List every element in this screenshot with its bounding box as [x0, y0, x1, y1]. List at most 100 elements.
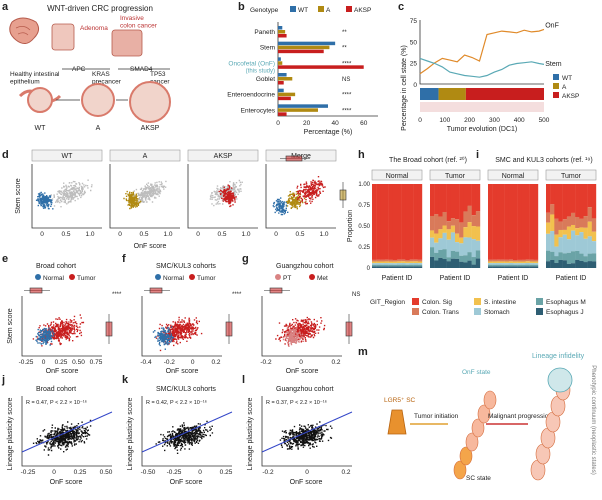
facet-axes	[109, 164, 180, 229]
x-axis-label: OnF score	[50, 479, 83, 486]
stacked-bar-segment	[525, 266, 530, 268]
stacked-bar-segment	[500, 266, 505, 268]
stacked-bar-segment	[455, 242, 460, 252]
stacked-bar-segment	[475, 250, 481, 259]
x-tick-label: 0.25	[55, 359, 68, 366]
bar	[278, 41, 336, 46]
legend-label: Normal	[163, 275, 185, 282]
stacked-bar-segment	[521, 184, 526, 260]
scatter-merge-a	[286, 191, 307, 210]
facet-header	[31, 149, 103, 162]
x-tick-label: 0.5	[295, 231, 304, 238]
stacked-bar-segment	[529, 259, 535, 262]
significance-mark: ****	[342, 93, 352, 99]
stacked-bar-segment	[442, 211, 447, 226]
stacked-bar-segment	[550, 214, 555, 232]
stacked-bar-segment	[388, 266, 394, 268]
invasive-label: colon cancer	[120, 23, 158, 30]
stacked-bar-segment	[554, 246, 559, 257]
stacked-bar-segment	[380, 263, 385, 265]
x-axis-label: OnF score	[46, 368, 79, 375]
stacked-bar-segment	[401, 259, 406, 262]
bar-category-label: Stem	[260, 45, 275, 52]
x-axis-label: OnF score	[286, 368, 319, 375]
scatter-normal	[35, 327, 55, 346]
stacked-panel-title: SMC and KUL3 cohorts (ref. ¹⁹)	[495, 157, 593, 164]
panel-letter-h: h	[358, 149, 365, 161]
x-tick-label: 400	[514, 117, 525, 124]
stacked-bar-segment	[521, 261, 526, 264]
facet-header	[429, 169, 481, 181]
bar	[278, 73, 287, 77]
stacked-bar-segment	[587, 207, 593, 222]
stacked-bar-segment	[475, 184, 481, 212]
stacked-bar-segment	[450, 225, 456, 233]
stacked-bar-segment	[504, 184, 510, 260]
stacked-bar-segment	[471, 264, 477, 268]
x-tick-label: -0.25	[19, 359, 34, 366]
x-tick-label: 0	[305, 469, 309, 476]
stacked-bar-segment	[417, 263, 423, 265]
y-axis-label: Percentage in cell state (%)	[401, 45, 408, 131]
x-tick-label: 20	[303, 120, 311, 127]
lgr5-cell-icon	[387, 409, 407, 435]
stacked-bar-segment	[566, 252, 572, 264]
scatter-genotype-points	[218, 184, 237, 208]
stacked-bar-segment	[579, 227, 584, 233]
stacked-bar-segment	[504, 263, 510, 265]
x-tick-label: 0.25	[220, 469, 233, 476]
stacked-bar-segment	[583, 227, 588, 239]
panel-c-axes	[419, 20, 544, 85]
stacked-bar-segment	[384, 266, 389, 268]
stacked-bar-segment	[529, 266, 535, 268]
stacked-bar-segment	[372, 263, 377, 265]
stacked-bar-segment	[434, 260, 439, 268]
bar	[278, 92, 296, 97]
stacked-bar-segment	[587, 221, 593, 237]
scatter-background-points	[131, 180, 167, 206]
stacked-bar-segment	[546, 222, 551, 234]
stacked-bar-segment	[409, 184, 414, 260]
cell-stack-icon	[471, 418, 485, 438]
stacked-bar-segment	[459, 237, 464, 244]
stacked-bar-segment	[562, 219, 568, 230]
stacked-bar-segment	[591, 231, 597, 242]
panel-letter-i: i	[476, 149, 479, 161]
bar	[278, 30, 286, 34]
significance-mark: ****	[232, 292, 242, 298]
significance-mark: NS	[342, 77, 350, 83]
panel-letter-e: e	[2, 253, 8, 265]
scatter-axes	[141, 296, 222, 357]
stacked-bar-segment	[504, 261, 510, 264]
x-tick-label: 0	[40, 231, 44, 238]
stacked-bar-segment	[409, 263, 414, 265]
cohort-title: Guangzhou cohort	[276, 263, 334, 270]
bar	[278, 81, 284, 85]
cohort-title: Broad cohort	[36, 386, 76, 393]
stacked-bar-segment	[463, 255, 468, 263]
legend-label: Tumor	[77, 275, 96, 282]
x-axis-label: Patient ID	[440, 275, 471, 282]
stacked-bar-segment	[388, 264, 394, 267]
stacked-bar-segment	[496, 259, 501, 262]
facet-header-label: Tumor	[561, 173, 582, 180]
stacked-bar-segment	[455, 258, 460, 268]
stacked-bar-segment	[492, 263, 497, 265]
stacked-bar-segment	[397, 184, 402, 260]
boxplot-side-box	[345, 321, 353, 337]
regression-line	[21, 411, 113, 453]
x-tick-label: 0	[118, 231, 122, 238]
scatter-axes	[141, 396, 232, 467]
legend-label: Colon. Sig	[422, 299, 452, 306]
x-tick-label: 1.0	[85, 231, 94, 238]
facet-header-label: WT	[62, 153, 74, 160]
stacked-bar-segment	[500, 263, 505, 265]
y-tick-label: 0.25	[358, 245, 370, 251]
stacked-bar-segment	[446, 261, 452, 268]
stacked-bar-segment	[459, 261, 464, 268]
bar	[278, 26, 283, 30]
x-tick-label: 0.50	[72, 359, 85, 366]
bar	[278, 34, 287, 38]
facet-header-label: Normal	[386, 173, 409, 180]
stacked-bar-segment	[562, 234, 568, 254]
